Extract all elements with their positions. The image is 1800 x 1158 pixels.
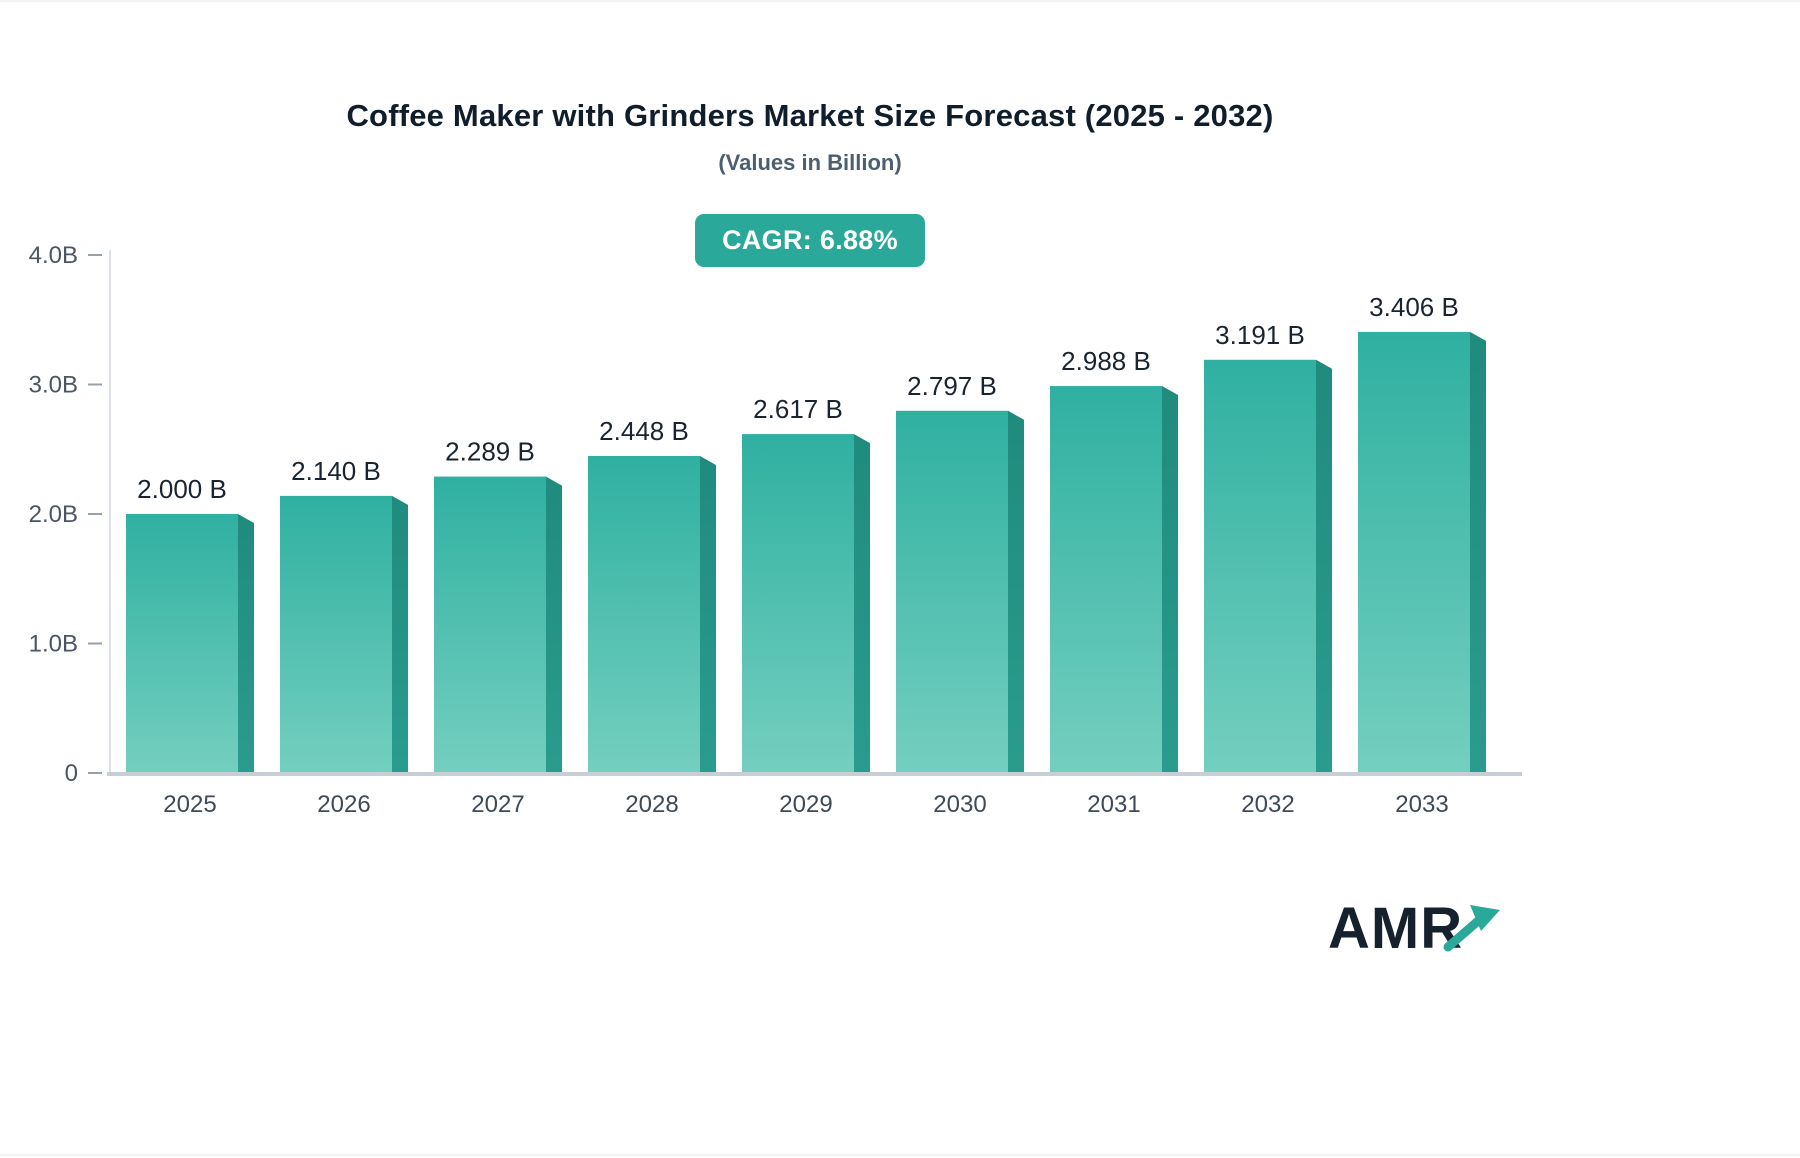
y-tick-label: 0 [65, 760, 78, 787]
bar [1358, 331, 1470, 773]
bar-value-label: 2.000 B [137, 474, 227, 504]
bar-side [1316, 359, 1332, 773]
bar-value-label: 3.191 B [1215, 320, 1305, 350]
x-tick-label: 2031 [1087, 791, 1140, 818]
chart-subtitle: (Values in Billion) [718, 150, 902, 175]
x-tick-label: 2028 [625, 791, 678, 818]
bar-side [700, 455, 716, 773]
bar-side [1162, 386, 1178, 773]
bar-side [238, 514, 254, 773]
x-tick-label: 2027 [471, 791, 524, 818]
bar-side [1008, 410, 1024, 773]
y-tick-label: 4.0B [29, 242, 78, 269]
chart-title: Coffee Maker with Grinders Market Size F… [346, 98, 1274, 133]
bar [126, 514, 238, 773]
chart-header: Coffee Maker with Grinders Market Size F… [0, 2, 1620, 267]
bar-value-label: 3.406 B [1369, 292, 1459, 322]
y-tick-label: 2.0B [29, 501, 78, 528]
bar-value-label: 2.988 B [1061, 346, 1151, 376]
x-tick-label: 2030 [933, 791, 986, 818]
x-tick-label: 2026 [317, 791, 370, 818]
y-tick-label: 3.0B [29, 372, 78, 399]
bar-value-label: 2.289 B [445, 437, 535, 467]
bar [1050, 386, 1162, 773]
bar-value-label: 2.140 B [291, 456, 381, 486]
amr-logo-text: AMR [1328, 896, 1464, 961]
bar-value-label: 2.797 B [907, 371, 997, 401]
bar [280, 495, 392, 773]
bar [434, 476, 546, 773]
bar [896, 410, 1008, 773]
bar-value-label: 2.448 B [599, 416, 689, 446]
bar-side [546, 476, 562, 773]
bar [742, 434, 854, 773]
y-tick-label: 1.0B [29, 631, 78, 658]
bar [588, 455, 700, 773]
cagr-badge: CAGR: 6.88% [695, 214, 925, 267]
x-tick-label: 2025 [163, 791, 216, 818]
amr-logo: AMR [1328, 895, 1518, 975]
x-tick-label: 2032 [1241, 791, 1294, 818]
bar [1204, 359, 1316, 773]
x-tick-label: 2033 [1395, 791, 1448, 818]
bar-value-label: 2.617 B [753, 394, 843, 424]
bar-side [854, 434, 870, 773]
bar-side [392, 495, 408, 773]
x-tick-label: 2029 [779, 791, 832, 818]
bar-side [1470, 331, 1486, 773]
